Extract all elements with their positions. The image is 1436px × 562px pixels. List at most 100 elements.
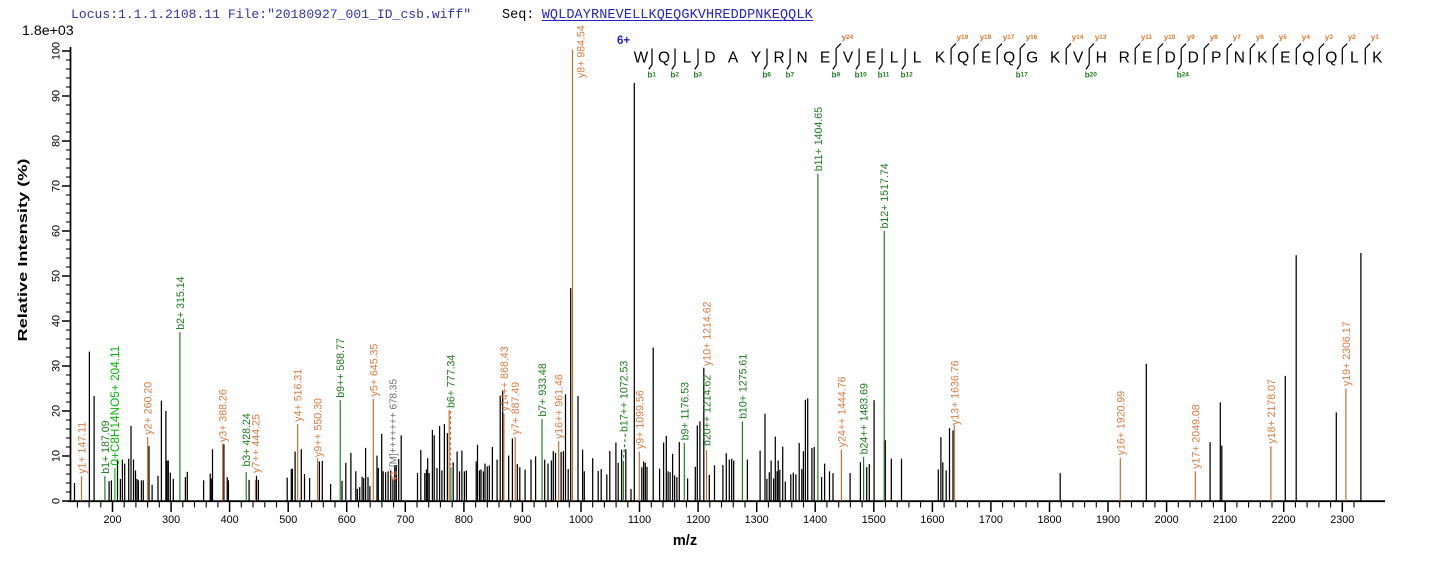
svg-text:1600: 1600 xyxy=(920,514,944,526)
svg-text:b9++ 588.77: b9++ 588.77 xyxy=(335,338,347,398)
svg-text:L: L xyxy=(1350,50,1359,67)
svg-text:y1`[M]+++++++ 678.35: y1`[M]+++++++ 678.35 xyxy=(388,379,400,481)
svg-text:L: L xyxy=(890,50,899,67)
svg-text:K: K xyxy=(935,50,946,67)
svg-text:20: 20 xyxy=(51,405,63,417)
svg-text:y4+ 516.31: y4+ 516.31 xyxy=(293,369,305,422)
svg-text:E: E xyxy=(866,50,876,67)
svg-text:K: K xyxy=(1050,50,1061,67)
svg-text:300: 300 xyxy=(162,514,180,526)
svg-text:y5+ 645.35: y5+ 645.35 xyxy=(368,344,380,397)
svg-text:R: R xyxy=(773,50,784,67)
svg-text:b12+ 1517.74: b12+ 1517.74 xyxy=(879,163,891,228)
svg-text:b6+ 777.34: b6+ 777.34 xyxy=(446,355,458,408)
svg-text:Seq:: Seq: xyxy=(502,8,534,23)
svg-text:1.8e+03: 1.8e+03 xyxy=(22,23,74,39)
svg-text:b1: b1 xyxy=(648,71,657,80)
svg-text:500: 500 xyxy=(279,514,297,526)
svg-text:2000: 2000 xyxy=(1155,514,1179,526)
svg-text:2100: 2100 xyxy=(1213,514,1237,526)
svg-text:y2+ 260.20: y2+ 260.20 xyxy=(143,382,155,435)
svg-text:b12: b12 xyxy=(901,71,914,80)
svg-text:y16: y16 xyxy=(1026,33,1038,42)
svg-text:y17: y17 xyxy=(1003,33,1015,42)
svg-text:N: N xyxy=(796,50,807,67)
svg-text:b3+ 428.24: b3+ 428.24 xyxy=(241,413,253,466)
svg-text:y5: y5 xyxy=(1279,33,1287,42)
svg-text:L: L xyxy=(913,50,922,67)
svg-text:y19: y19 xyxy=(957,33,969,42)
svg-text:600: 600 xyxy=(338,514,356,526)
svg-text:200: 200 xyxy=(103,514,121,526)
svg-text:V: V xyxy=(843,50,854,67)
svg-text:y13: y13 xyxy=(1095,33,1107,42)
svg-text:E: E xyxy=(981,50,991,67)
svg-text:1300: 1300 xyxy=(745,514,769,526)
svg-text:b11+ 1404.65: b11+ 1404.65 xyxy=(813,107,825,171)
svg-text:y7+ 887.49: y7+ 887.49 xyxy=(510,382,522,435)
svg-text:y24: y24 xyxy=(842,33,854,42)
svg-text:V: V xyxy=(1073,50,1084,67)
svg-text:y8+ 984.54: y8+ 984.54 xyxy=(576,25,588,78)
svg-text:40: 40 xyxy=(51,315,63,327)
svg-text:50: 50 xyxy=(51,270,63,282)
svg-text:Q: Q xyxy=(1003,50,1015,67)
svg-text:E: E xyxy=(1142,50,1152,67)
svg-text:b17++ 1072.53: b17++ 1072.53 xyxy=(618,361,630,432)
svg-text:90: 90 xyxy=(51,90,63,102)
svg-text:Locus:1.1.1.2108.11 File:"2018: Locus:1.1.1.2108.11 File:"20180927_001_I… xyxy=(71,7,471,22)
svg-text:b2: b2 xyxy=(671,71,680,80)
svg-text:y2: y2 xyxy=(1348,33,1356,42)
svg-text:b11: b11 xyxy=(878,71,890,80)
svg-text:b20: b20 xyxy=(1085,71,1098,80)
svg-text:10: 10 xyxy=(51,450,63,462)
svg-text:y18: y18 xyxy=(980,33,992,42)
svg-text:y10+ 1214.62: y10+ 1214.62 xyxy=(702,301,714,366)
svg-text:100: 100 xyxy=(51,42,63,60)
svg-text:y1+ 147.11: y1+ 147.11 xyxy=(77,422,89,474)
svg-text:D: D xyxy=(1188,50,1199,67)
svg-text:b3: b3 xyxy=(694,71,703,80)
svg-text:E: E xyxy=(820,50,830,67)
svg-text:y14++ 868.43: y14++ 868.43 xyxy=(499,346,511,411)
svg-text:Relative Intensity (%): Relative Intensity (%) xyxy=(15,159,30,342)
svg-text:y9+ 1099.56: y9+ 1099.56 xyxy=(634,390,646,449)
svg-text:b9: b9 xyxy=(832,71,841,80)
svg-text:1800: 1800 xyxy=(1037,514,1061,526)
svg-text:b7+ 933.48: b7+ 933.48 xyxy=(537,363,549,416)
svg-text:1400: 1400 xyxy=(803,514,827,526)
svg-text:b2+ 315.14: b2+ 315.14 xyxy=(175,276,187,329)
svg-text:y4: y4 xyxy=(1302,33,1310,42)
svg-text:G: G xyxy=(1026,50,1038,67)
svg-text:b6: b6 xyxy=(763,71,772,80)
svg-text:70: 70 xyxy=(51,180,63,192)
svg-text:1700: 1700 xyxy=(979,514,1003,526)
svg-text:b7: b7 xyxy=(786,71,795,80)
svg-text:y3: y3 xyxy=(1325,33,1333,42)
svg-text:y24++ 1444.76: y24++ 1444.76 xyxy=(836,376,848,447)
svg-text:1200: 1200 xyxy=(686,514,710,526)
svg-text:y17+ 2049.08: y17+ 2049.08 xyxy=(1190,404,1202,469)
svg-text:1900: 1900 xyxy=(1096,514,1120,526)
svg-text:Y: Y xyxy=(751,50,761,67)
svg-text:N: N xyxy=(1234,50,1245,67)
svg-text:900: 900 xyxy=(513,514,531,526)
svg-text:Q: Q xyxy=(1302,50,1314,67)
svg-text:K: K xyxy=(1372,50,1383,67)
svg-text:y9: y9 xyxy=(1187,33,1195,42)
svg-text:0: 0 xyxy=(51,498,63,504)
svg-text:1100: 1100 xyxy=(628,514,651,526)
svg-text:y8: y8 xyxy=(1210,33,1218,42)
svg-text:1000: 1000 xyxy=(569,514,593,526)
svg-text:y3+ 388.26: y3+ 388.26 xyxy=(218,389,230,442)
svg-text:A: A xyxy=(728,50,739,67)
svg-text:Q: Q xyxy=(658,50,670,67)
svg-text:m/z: m/z xyxy=(673,533,697,549)
svg-text:0+C8H14NO5+ 204.11: 0+C8H14NO5+ 204.11 xyxy=(108,346,122,466)
svg-text:Q: Q xyxy=(1325,50,1337,67)
svg-text:y1: y1 xyxy=(1371,33,1379,42)
svg-text:H: H xyxy=(1096,50,1107,67)
svg-text:60: 60 xyxy=(51,225,63,237)
svg-text:D: D xyxy=(1165,50,1176,67)
svg-text:y11: y11 xyxy=(1141,33,1153,42)
